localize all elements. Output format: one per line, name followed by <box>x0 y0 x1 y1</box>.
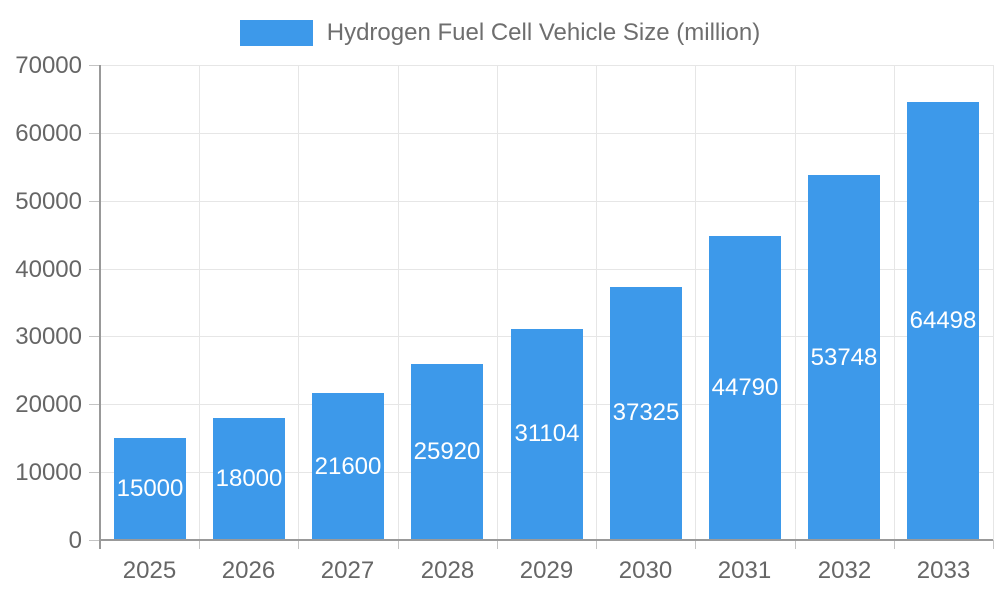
bar[interactable] <box>808 175 880 539</box>
bar-value-label: 15000 <box>116 475 184 502</box>
x-tick-label: 2030 <box>618 557 673 584</box>
bar-value-label: 25920 <box>413 438 481 465</box>
y-axis-tick <box>89 404 100 405</box>
bar[interactable] <box>114 438 186 539</box>
x-tick-label: 2028 <box>420 557 475 584</box>
y-tick-label: 60000 <box>15 120 82 147</box>
y-axis-tick <box>89 540 100 541</box>
bar[interactable] <box>709 236 781 539</box>
x-tick-label: 2031 <box>717 557 772 584</box>
bar-value-label: 31104 <box>514 420 580 447</box>
bar[interactable] <box>907 102 979 539</box>
grid-line-vertical <box>497 65 498 540</box>
x-axis-tick <box>298 540 299 549</box>
bar-value-label: 21600 <box>314 453 382 480</box>
grid-line-horizontal <box>100 133 993 134</box>
bar-value-label: 44790 <box>711 374 779 401</box>
x-axis-tick <box>695 540 696 549</box>
y-tick-label: 30000 <box>15 323 82 350</box>
grid-line-vertical <box>596 65 597 540</box>
grid-line-vertical <box>199 65 200 540</box>
y-tick-label: 0 <box>68 527 82 554</box>
x-tick-label: 2027 <box>320 557 375 584</box>
grid-line-vertical <box>894 65 895 540</box>
bar-value-label: 18000 <box>215 465 283 492</box>
bar[interactable] <box>213 418 285 539</box>
bar[interactable] <box>411 364 483 539</box>
x-axis-tick <box>795 540 796 549</box>
y-tick-label: 20000 <box>15 391 82 418</box>
y-axis-tick <box>89 336 100 337</box>
x-tick-label: 2033 <box>916 557 971 584</box>
y-axis-tick <box>89 201 100 202</box>
grid-line-horizontal <box>100 269 993 270</box>
bar-value-label: 37325 <box>612 399 680 426</box>
y-tick-label: 10000 <box>15 459 82 486</box>
y-axis-tick <box>89 269 100 270</box>
x-tick-label: 2029 <box>519 557 574 584</box>
y-tick-label: 50000 <box>15 188 82 215</box>
bar[interactable] <box>312 393 384 539</box>
x-axis-tick <box>497 540 498 549</box>
grid-line-vertical <box>398 65 399 540</box>
grid-line-vertical <box>993 65 994 540</box>
grid-line-horizontal <box>100 65 993 66</box>
x-tick-label: 2026 <box>221 557 276 584</box>
x-axis-tick <box>398 540 399 549</box>
x-axis-line <box>100 539 993 541</box>
grid-line-vertical <box>795 65 796 540</box>
y-axis-line <box>99 65 101 549</box>
x-axis-tick <box>894 540 895 549</box>
legend-label: Hydrogen Fuel Cell Vehicle Size (million… <box>326 19 761 46</box>
legend[interactable]: Hydrogen Fuel Cell Vehicle Size (million… <box>0 19 1000 47</box>
grid-line-vertical <box>298 65 299 540</box>
x-tick-label: 2025 <box>122 557 177 584</box>
legend-swatch <box>239 20 313 46</box>
y-axis-tick <box>89 472 100 473</box>
y-axis-tick <box>89 65 100 66</box>
bar-value-label: 64498 <box>909 307 977 334</box>
y-tick-label: 40000 <box>15 256 82 283</box>
bar-value-label: 53748 <box>810 344 878 371</box>
x-axis-tick <box>596 540 597 549</box>
x-axis-tick <box>993 540 994 549</box>
x-tick-label: 2032 <box>817 557 872 584</box>
grid-line-horizontal <box>100 201 993 202</box>
bar[interactable] <box>610 287 682 539</box>
y-axis-tick <box>89 133 100 134</box>
x-axis-tick <box>199 540 200 549</box>
grid-line-vertical <box>695 65 696 540</box>
y-tick-label: 70000 <box>15 52 82 79</box>
bar[interactable] <box>511 329 583 539</box>
